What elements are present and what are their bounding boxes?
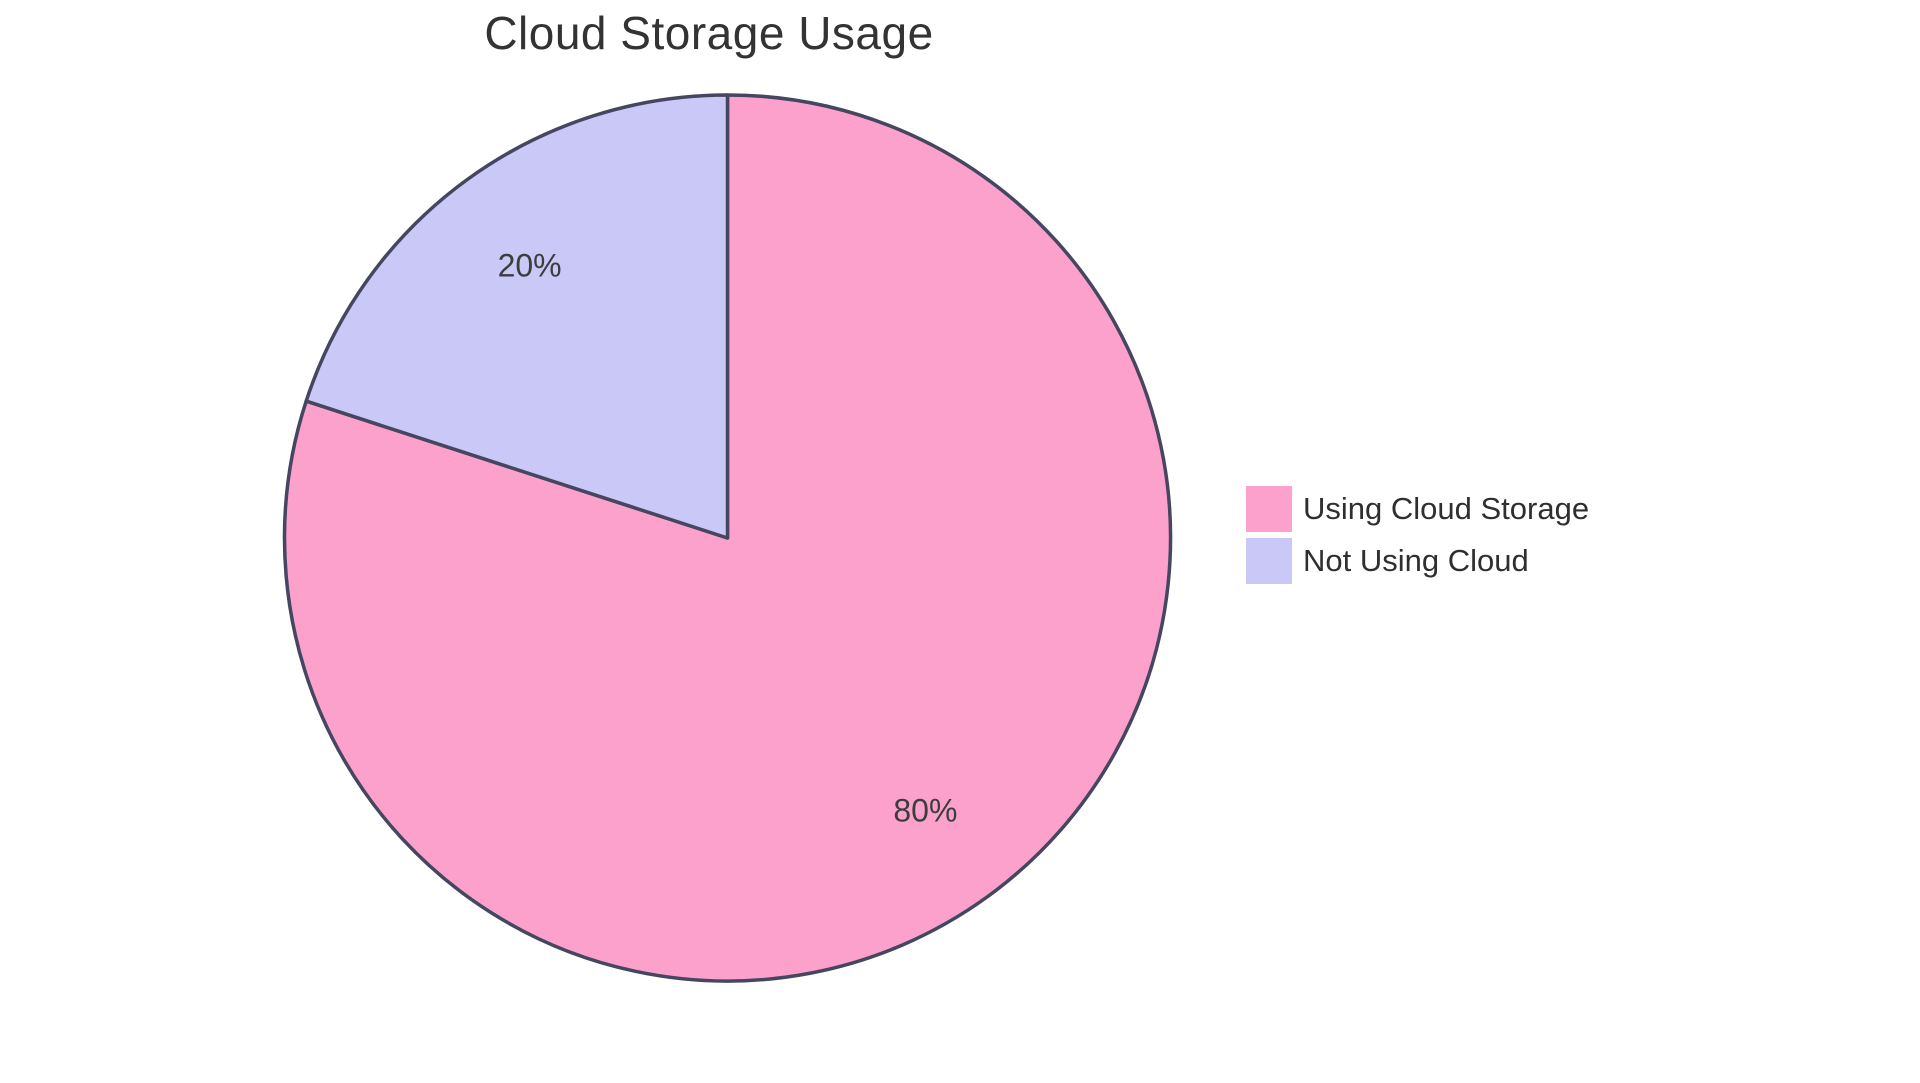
pie-slice-percentage-label: 80%	[893, 792, 957, 828]
pie-slice-not-using-cloud[interactable]	[304, 93, 730, 540]
legend-item-not-using-cloud[interactable]: Not Using Cloud	[1246, 538, 1589, 584]
legend: Using Cloud Storage Not Using Cloud	[1246, 486, 1589, 590]
legend-label-using-cloud-storage: Using Cloud Storage	[1303, 491, 1590, 526]
pie-slice-percentage-label: 20%	[498, 248, 562, 284]
chart-title: Cloud Storage Usage	[484, 7, 934, 59]
legend-swatch-not-using-cloud	[1246, 538, 1292, 584]
legend-item-using-cloud-storage[interactable]: Using Cloud Storage	[1246, 486, 1589, 532]
legend-swatch-using-cloud-storage	[1246, 486, 1292, 532]
legend-label-not-using-cloud: Not Using Cloud	[1303, 543, 1529, 578]
